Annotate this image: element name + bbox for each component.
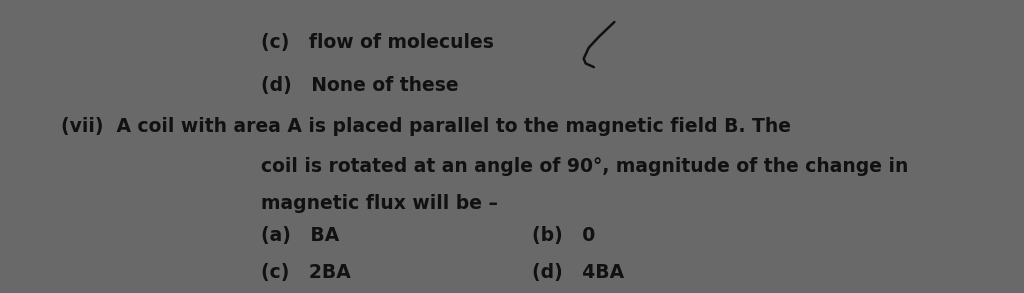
Text: (c)   2BA: (c) 2BA xyxy=(261,263,351,282)
Text: coil is rotated at an angle of 90°, magnitude of the change in: coil is rotated at an angle of 90°, magn… xyxy=(261,156,908,176)
Text: (a)   BA: (a) BA xyxy=(261,226,339,245)
Text: (d)   None of these: (d) None of these xyxy=(261,76,459,95)
Text: magnetic flux will be –: magnetic flux will be – xyxy=(261,194,498,213)
Text: (d)   4BA: (d) 4BA xyxy=(532,263,625,282)
Text: (b)   0: (b) 0 xyxy=(532,226,596,245)
Text: (vii)  A coil with area A is placed parallel to the magnetic field B. The: (vii) A coil with area A is placed paral… xyxy=(61,117,792,137)
Text: (c)   flow of molecules: (c) flow of molecules xyxy=(261,33,494,52)
